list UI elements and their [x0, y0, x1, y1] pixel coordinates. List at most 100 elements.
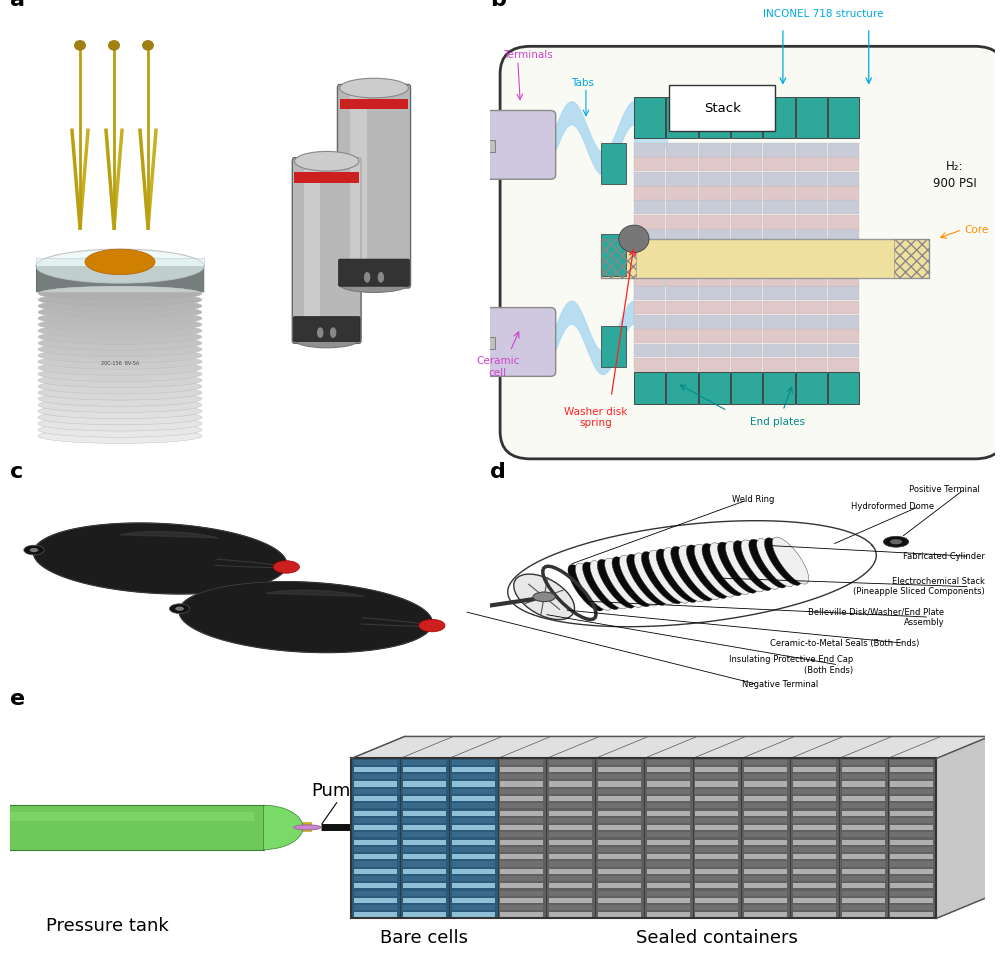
Text: c: c [10, 462, 23, 482]
Bar [842, 774, 885, 780]
Circle shape [890, 539, 902, 544]
Ellipse shape [656, 549, 698, 602]
Text: d: d [490, 462, 506, 482]
Bar [598, 811, 641, 815]
Bar [452, 803, 495, 809]
Bar [601, 326, 626, 368]
Ellipse shape [514, 574, 575, 620]
Bar [793, 833, 836, 838]
Bar [403, 862, 446, 867]
Bar [695, 825, 738, 830]
Text: 20C-156  8V-5A: 20C-156 8V-5A [101, 361, 139, 367]
Bar [842, 905, 885, 910]
Bar [828, 96, 859, 138]
Bar [699, 172, 730, 185]
Bar [731, 214, 762, 229]
Bar [546, 758, 595, 919]
Bar [763, 229, 795, 243]
Bar [634, 272, 665, 286]
Bar [763, 329, 795, 344]
Circle shape [533, 593, 555, 601]
Bar [634, 201, 665, 214]
Bar [647, 759, 690, 765]
Text: Terminals: Terminals [503, 50, 552, 61]
Bar [647, 796, 690, 801]
Text: Sealed containers: Sealed containers [636, 929, 798, 947]
Bar [890, 854, 933, 859]
Bar [796, 143, 827, 157]
Text: Negative Terminal: Negative Terminal [742, 680, 819, 689]
Bar [500, 818, 543, 823]
Bar [695, 891, 738, 896]
Bar [842, 840, 885, 844]
FancyBboxPatch shape [292, 157, 361, 344]
Bar [647, 854, 690, 859]
Ellipse shape [38, 348, 202, 363]
FancyBboxPatch shape [337, 85, 411, 288]
Bar [666, 358, 698, 372]
Bar [500, 803, 543, 809]
Bar [731, 315, 762, 329]
Ellipse shape [38, 416, 202, 431]
Bar [647, 883, 690, 889]
Ellipse shape [38, 317, 202, 332]
Bar [500, 905, 543, 910]
Bar [354, 788, 397, 794]
Ellipse shape [340, 78, 408, 97]
FancyBboxPatch shape [485, 111, 556, 179]
Bar [666, 143, 698, 157]
Bar [793, 868, 836, 874]
Bar [601, 239, 636, 278]
Bar [744, 811, 787, 815]
Ellipse shape [757, 538, 794, 587]
Bar [828, 287, 859, 300]
Ellipse shape [627, 554, 666, 605]
Bar [796, 329, 827, 344]
Ellipse shape [74, 40, 86, 50]
Bar [449, 758, 498, 919]
Bar [403, 833, 446, 838]
Bar [500, 767, 543, 772]
Polygon shape [508, 521, 876, 626]
Bar [354, 876, 397, 881]
Bar [890, 767, 933, 772]
Bar [452, 891, 495, 896]
Bar [890, 825, 933, 830]
Bar [634, 358, 665, 372]
Bar [452, 825, 495, 830]
Bar [796, 157, 827, 171]
Bar [744, 782, 787, 786]
Text: Insulating Protective End Cap
(Both Ends): Insulating Protective End Cap (Both Ends… [729, 655, 854, 675]
Bar [828, 186, 859, 200]
Bar [744, 788, 787, 794]
Bar [890, 891, 933, 896]
Bar [890, 868, 933, 874]
Bar [549, 854, 592, 859]
Bar [842, 833, 885, 838]
Bar [634, 372, 665, 403]
Bar [796, 301, 827, 315]
Bar [647, 862, 690, 867]
Bar [549, 803, 592, 809]
Ellipse shape [733, 540, 772, 591]
Bar [699, 96, 730, 138]
Polygon shape [936, 736, 990, 919]
Text: Pressure tank: Pressure tank [46, 917, 169, 935]
Bar [763, 272, 795, 286]
Bar [549, 905, 592, 910]
Bar [666, 201, 698, 214]
Bar [666, 329, 698, 344]
Bar [465, 338, 495, 349]
Bar [695, 803, 738, 809]
Ellipse shape [568, 565, 604, 611]
Bar [839, 758, 888, 919]
Bar [634, 301, 665, 315]
Bar [647, 905, 690, 910]
Ellipse shape [38, 367, 202, 381]
Ellipse shape [38, 379, 202, 394]
Bar [452, 840, 495, 844]
Ellipse shape [38, 398, 202, 412]
Bar [695, 811, 738, 815]
Bar [460, 118, 477, 124]
Bar [549, 847, 592, 852]
